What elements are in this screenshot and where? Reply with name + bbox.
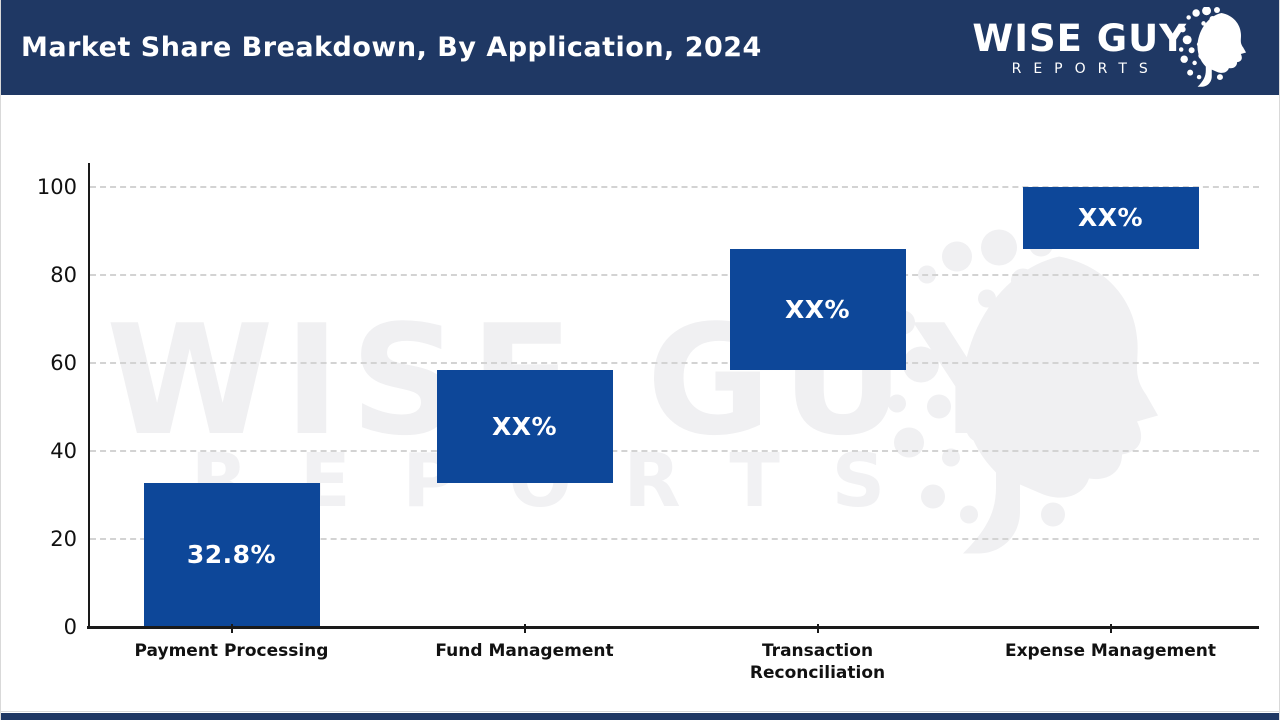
bar-value-label-1: XX% [491, 411, 558, 441]
bar-segment-3: XX% [1022, 187, 1199, 249]
gridline-y-80 [90, 274, 1259, 276]
y-tick-label-100: 100 [36, 175, 77, 199]
gridline-y-100 [90, 186, 1259, 188]
x-tick-1 [523, 624, 526, 633]
brand-logo-text: WISE GUY REPORTS [972, 20, 1187, 76]
brand-logo-name: WISE GUY [972, 16, 1187, 60]
x-category-label-1: Fund Management [435, 641, 614, 661]
bar-value-label-2: XX% [784, 294, 851, 324]
bar-segment-2: XX% [729, 248, 906, 370]
brand-logo-subtitle: REPORTS [1011, 60, 1160, 77]
bar-segment-1: XX% [436, 369, 613, 483]
bar-value-label-0: 32.8% [186, 540, 277, 570]
bar-segment-0: 32.8% [143, 482, 320, 627]
bar-value-label-3: XX% [1077, 203, 1144, 233]
y-tick-label-60: 60 [50, 351, 77, 375]
dotted-face-logo-icon [1178, 6, 1247, 87]
y-tick-label-40: 40 [50, 439, 77, 463]
gridline-y-20 [90, 538, 1259, 540]
header-bar: Market Share Breakdown, By Application, … [1, 0, 1279, 95]
gridline-y-60 [90, 362, 1259, 364]
x-category-label-0: Payment Processing [134, 641, 329, 661]
x-tick-2 [816, 624, 819, 633]
x-category-label-3: Expense Management [1004, 641, 1217, 661]
gridline-y-40 [90, 450, 1259, 452]
page-title: Market Share Breakdown, By Application, … [21, 32, 762, 63]
x-tick-0 [230, 624, 233, 633]
bottom-border-line [1, 711, 1279, 712]
y-tick-label-80: 80 [50, 263, 77, 287]
footer-bar [1, 713, 1279, 720]
brand-logo: WISE GUY REPORTS [972, 6, 1253, 89]
x-axis-line [87, 626, 1259, 629]
market-share-chart: 0 20 40 60 80 100 32.8% Payment Processing XX% Fu… [1, 95, 1279, 712]
x-category-label-2: Transaction Reconciliation [749, 641, 886, 683]
y-tick-label-20: 20 [50, 527, 77, 551]
y-tick-label-0: 0 [63, 615, 77, 639]
y-axis-line [88, 163, 90, 629]
x-tick-3 [1109, 624, 1112, 633]
